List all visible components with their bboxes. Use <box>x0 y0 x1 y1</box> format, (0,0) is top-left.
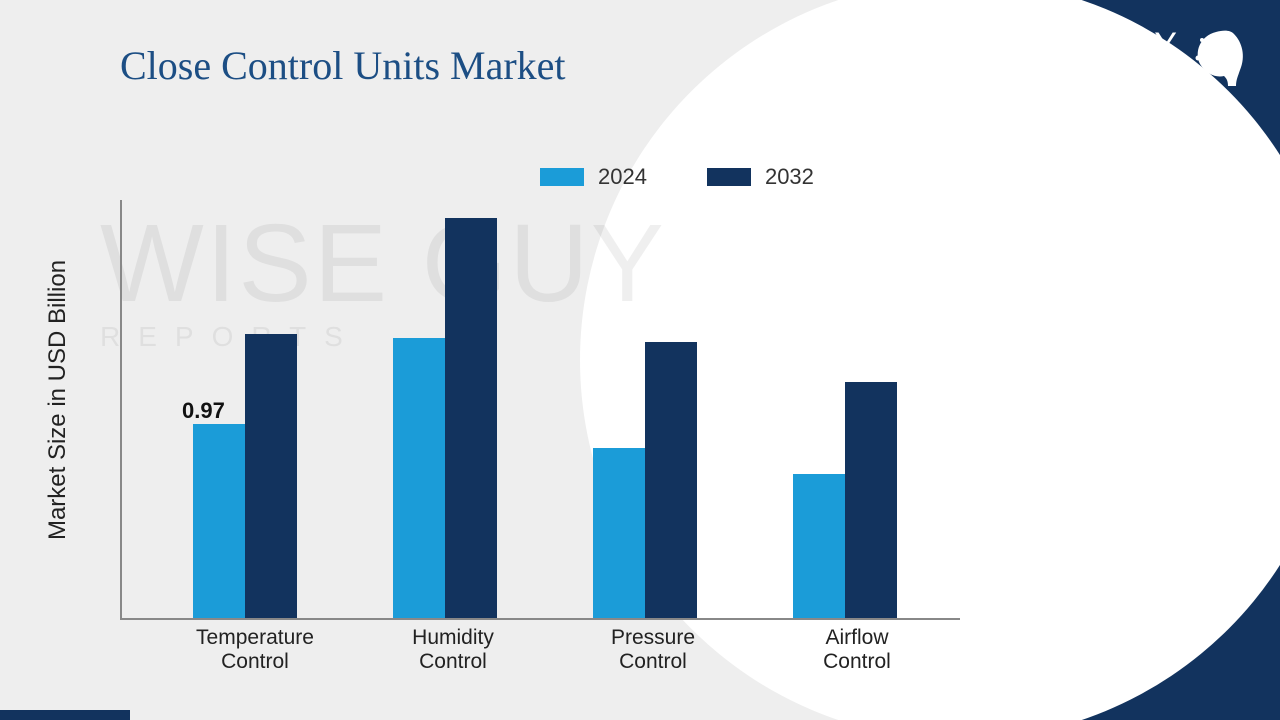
head-icon <box>1188 28 1248 98</box>
y-axis <box>120 200 122 620</box>
legend-swatch <box>540 168 584 186</box>
category-label: HumidityControl <box>398 626 508 674</box>
legend-item: 2024 <box>540 164 647 190</box>
bar <box>245 334 297 618</box>
brand-line2: REPORTS <box>1000 64 1130 78</box>
bar <box>393 338 445 618</box>
category-label: AirflowControl <box>802 626 912 674</box>
category-label: TemperatureControl <box>180 626 330 674</box>
bar-group <box>780 382 910 618</box>
footer-accent <box>0 710 130 720</box>
chart-title: Close Control Units Market <box>120 42 566 89</box>
bar-group <box>580 342 710 618</box>
legend-item: 2032 <box>707 164 814 190</box>
legend-swatch <box>707 168 751 186</box>
category-label: PressureControl <box>598 626 708 674</box>
legend: 2024 2032 <box>540 164 814 190</box>
chart-card: WISE GUY REPORTS WISE GUY REPORTS Close … <box>0 0 1280 720</box>
bar-group <box>180 334 310 618</box>
brand-logo: WISE GUY REPORTS <box>1000 28 1248 98</box>
x-axis <box>120 618 960 620</box>
bar <box>793 474 845 618</box>
bar <box>593 448 645 618</box>
y-axis-label: Market Size in USD Billion <box>44 260 72 540</box>
bar <box>445 218 497 618</box>
bar-value-label: 0.97 <box>182 398 225 424</box>
legend-label: 2024 <box>598 164 647 190</box>
bar <box>845 382 897 618</box>
bar-group <box>380 218 510 618</box>
legend-label: 2032 <box>765 164 814 190</box>
bar <box>193 424 245 618</box>
bar <box>645 342 697 618</box>
brand-line1: WISE GUY <box>1000 28 1178 62</box>
plot-area: 0.97TemperatureControlHumidityControlPre… <box>120 200 960 620</box>
